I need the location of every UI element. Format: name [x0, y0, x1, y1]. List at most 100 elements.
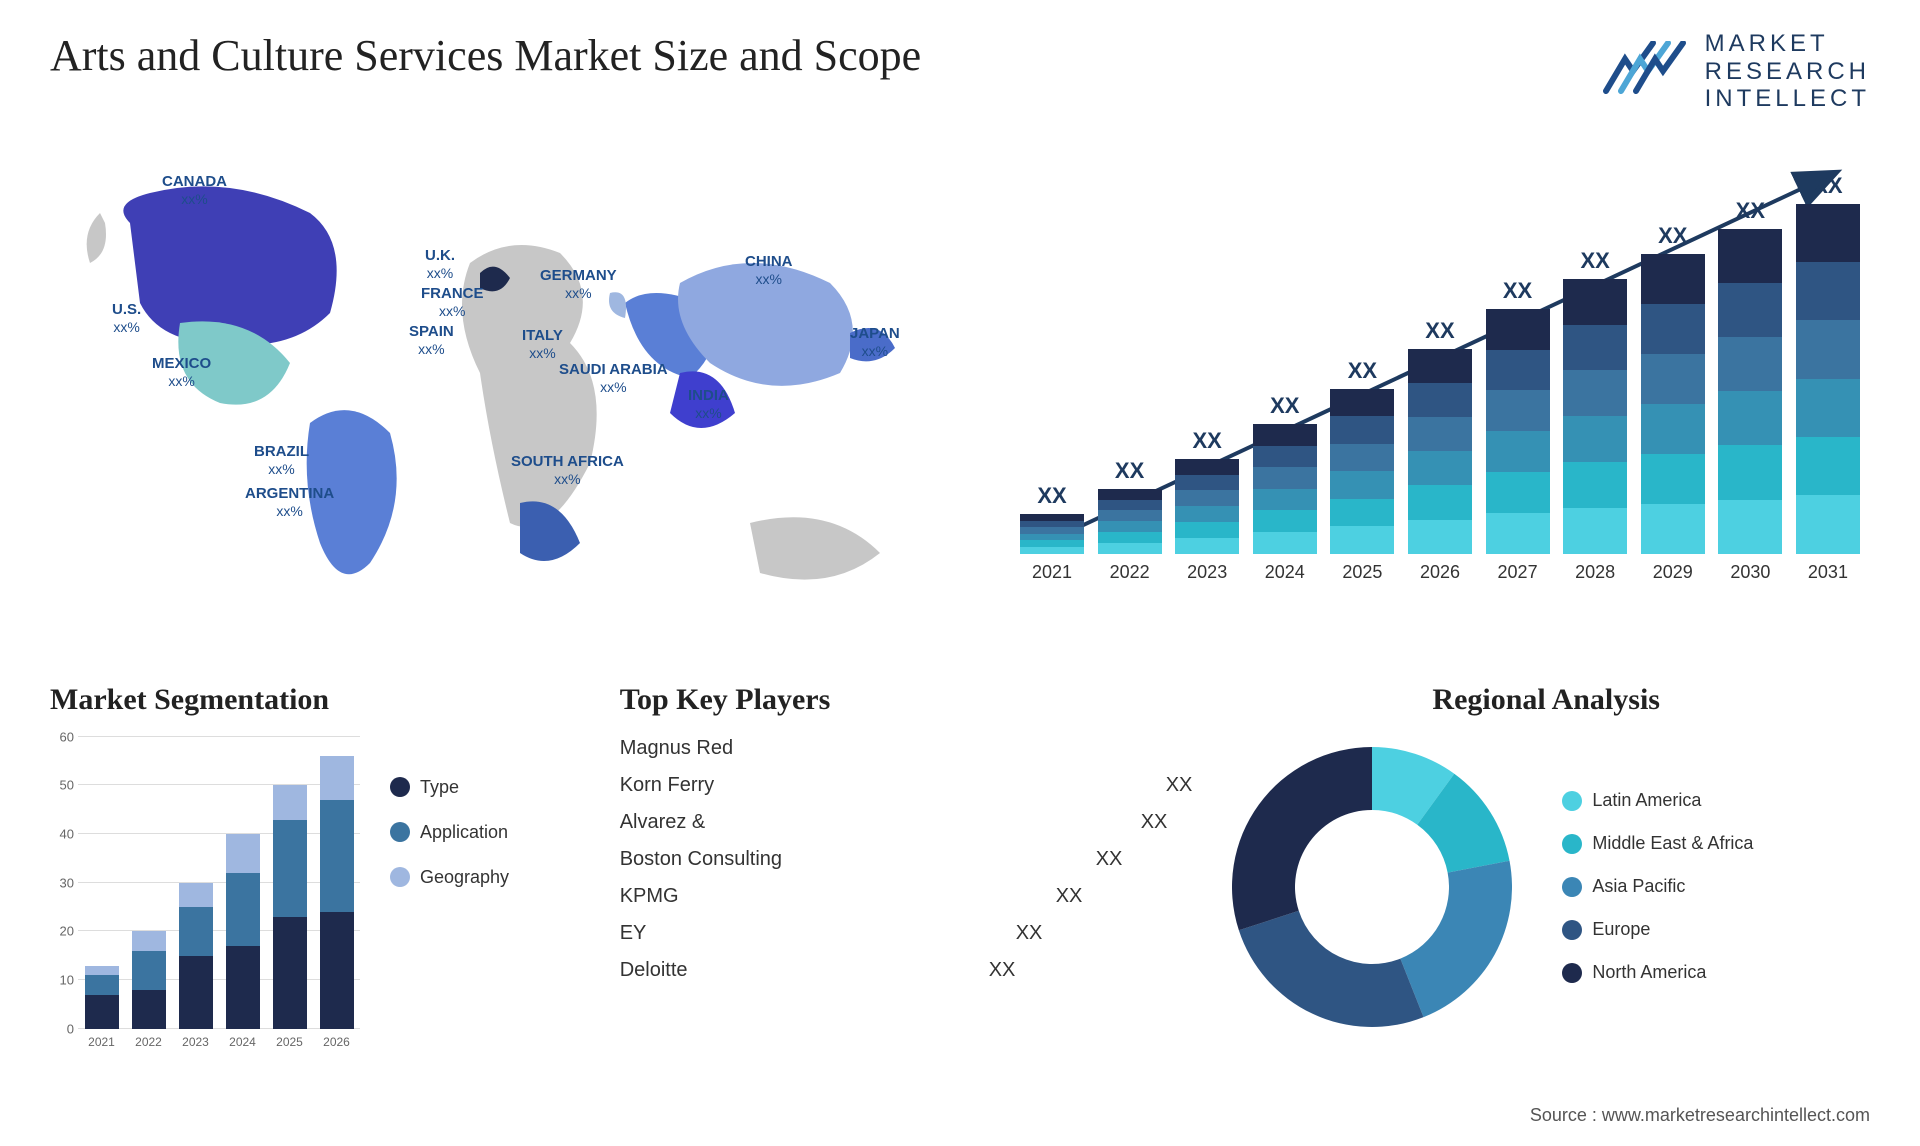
- growth-bar-label: XX: [1503, 278, 1532, 304]
- world-map-panel: CANADAxx%U.S.xx%MEXICOxx%BRAZILxx%ARGENT…: [50, 143, 950, 643]
- regional-legend-item: Europe: [1562, 919, 1753, 940]
- bar-segment: [1408, 349, 1472, 383]
- growth-bar-label: XX: [1658, 223, 1687, 249]
- seg-bar-segment: [226, 873, 260, 946]
- logo-line1: MARKET: [1705, 30, 1870, 58]
- bar-segment: [1796, 204, 1860, 262]
- bar-segment: [1330, 471, 1394, 499]
- bar-segment: [1020, 514, 1084, 521]
- seg-xlabel: 2024: [229, 1029, 256, 1057]
- growth-bar-year: 2030: [1730, 562, 1770, 583]
- logo: MARKET RESEARCH INTELLECT: [1603, 30, 1870, 113]
- bar-segment: [1253, 489, 1317, 511]
- growth-bar-2023: XX2023: [1175, 459, 1239, 583]
- player-value: XX: [989, 959, 1016, 982]
- bar-segment: [1408, 451, 1472, 485]
- player-value: XX: [1096, 848, 1123, 871]
- bar-segment: [1718, 391, 1782, 445]
- bar-segment: [1641, 254, 1705, 304]
- bar-segment: [1796, 379, 1860, 437]
- regional-panel: Regional Analysis Latin AmericaMiddle Ea…: [1222, 683, 1870, 1057]
- bar-segment: [1098, 521, 1162, 532]
- seg-bar-2021: [85, 966, 119, 1029]
- bar-segment: [1486, 309, 1550, 350]
- map-label-brazil: BRAZILxx%: [254, 443, 309, 478]
- seg-legend-item: Type: [390, 777, 509, 798]
- bar-segment: [1253, 446, 1317, 468]
- bar-segment: [1641, 354, 1705, 404]
- seg-ytick: 60: [60, 729, 74, 744]
- seg-bar-segment: [132, 931, 166, 950]
- donut-chart: [1222, 737, 1522, 1037]
- source-text: Source : www.marketresearchintellect.com: [1530, 1105, 1870, 1126]
- map-label-germany: GERMANYxx%: [540, 267, 617, 302]
- bar-segment: [1486, 513, 1550, 554]
- bar-segment: [1796, 495, 1860, 553]
- world-map-icon: [50, 143, 950, 643]
- segmentation-panel: Market Segmentation 0102030405060 202120…: [50, 683, 590, 1057]
- seg-bar-segment: [132, 951, 166, 990]
- seg-legend-item: Geography: [390, 867, 509, 888]
- bar-segment: [1330, 416, 1394, 444]
- growth-bar-2025: XX2025: [1330, 389, 1394, 583]
- bar-segment: [1098, 543, 1162, 554]
- bar-segment: [1486, 431, 1550, 472]
- regional-legend: Latin AmericaMiddle East & AfricaAsia Pa…: [1562, 790, 1753, 983]
- growth-bar-label: XX: [1348, 358, 1377, 384]
- growth-bar-year: 2029: [1653, 562, 1693, 583]
- growth-bar-year: 2024: [1265, 562, 1305, 583]
- donut-slice: [1401, 861, 1513, 1017]
- seg-bar-segment: [179, 956, 213, 1029]
- bar-segment: [1408, 485, 1472, 519]
- growth-bar-year: 2028: [1575, 562, 1615, 583]
- player-row: Magnus Red: [620, 737, 1193, 760]
- bar-segment: [1330, 499, 1394, 527]
- seg-bar-segment: [85, 966, 119, 976]
- seg-bar-segment: [179, 907, 213, 956]
- bar-segment: [1020, 534, 1084, 541]
- seg-bar-2023: [179, 883, 213, 1029]
- seg-xlabel: 2021: [88, 1029, 115, 1057]
- bar-segment: [1175, 538, 1239, 554]
- bar-segment: [1175, 475, 1239, 491]
- players-list: Magnus RedKorn FerryXXAlvarez &XXBoston …: [620, 737, 1193, 982]
- bar-segment: [1330, 526, 1394, 554]
- seg-bar-segment: [132, 990, 166, 1029]
- bar-segment: [1718, 500, 1782, 554]
- seg-bar-segment: [226, 946, 260, 1029]
- player-name: KPMG: [620, 885, 820, 908]
- bar-segment: [1796, 320, 1860, 378]
- growth-bar-label: XX: [1193, 428, 1222, 454]
- bar-segment: [1330, 389, 1394, 417]
- seg-xlabel: 2022: [135, 1029, 162, 1057]
- growth-bar-2029: XX2029: [1641, 254, 1705, 583]
- segmentation-legend: TypeApplicationGeography: [390, 737, 509, 1057]
- legend-dot-icon: [1562, 791, 1582, 811]
- logo-text: MARKET RESEARCH INTELLECT: [1705, 30, 1870, 113]
- seg-ytick: 40: [60, 827, 74, 842]
- bar-segment: [1563, 508, 1627, 554]
- bar-segment: [1718, 229, 1782, 283]
- regional-legend-item: North America: [1562, 962, 1753, 983]
- map-label-argentina: ARGENTINAxx%: [245, 485, 334, 520]
- growth-bar-2022: XX2022: [1098, 489, 1162, 583]
- bar-segment: [1098, 532, 1162, 543]
- map-label-france: FRANCExx%: [421, 285, 484, 320]
- bar-segment: [1098, 500, 1162, 511]
- seg-bar-segment: [273, 917, 307, 1029]
- seg-ytick: 20: [60, 924, 74, 939]
- bar-segment: [1253, 510, 1317, 532]
- map-label-india: INDIAxx%: [688, 387, 729, 422]
- player-row: Korn FerryXX: [620, 774, 1193, 797]
- bar-segment: [1408, 417, 1472, 451]
- growth-bar-year: 2023: [1187, 562, 1227, 583]
- logo-line2: RESEARCH: [1705, 58, 1870, 86]
- player-value: XX: [1166, 774, 1193, 797]
- bar-segment: [1641, 504, 1705, 554]
- bar-segment: [1175, 522, 1239, 538]
- legend-dot-icon: [1562, 920, 1582, 940]
- legend-label: North America: [1592, 962, 1706, 983]
- bar-segment: [1563, 416, 1627, 462]
- bar-segment: [1641, 454, 1705, 504]
- bottom-row: Market Segmentation 0102030405060 202120…: [50, 683, 1870, 1057]
